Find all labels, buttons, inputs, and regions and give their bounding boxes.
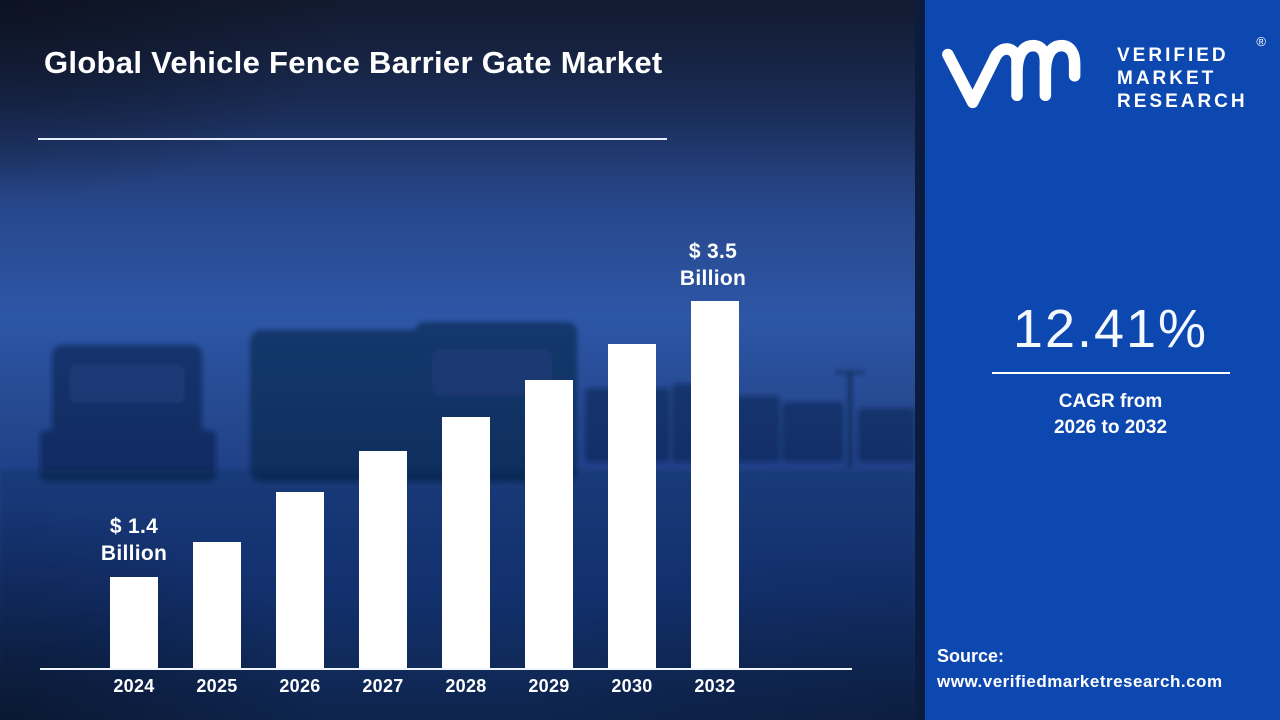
x-tick-2026: 2026 [279, 676, 321, 696]
brand-name-line3: RESEARCH [1117, 91, 1248, 112]
brand-name: VERIFIED MARKET RESEARCH [1117, 44, 1248, 113]
x-tick-2030: 2030 [611, 676, 653, 696]
x-axis-line [40, 668, 852, 670]
value-label-2024-unit: Billion [100, 542, 168, 565]
section-divider [915, 0, 925, 720]
bar-2030 [608, 344, 656, 668]
chart-section: Global Vehicle Fence Barrier Gate Market… [0, 0, 915, 720]
title-underline [38, 138, 667, 140]
x-tick-2029: 2029 [528, 676, 570, 696]
cagr-underline [991, 372, 1230, 374]
cagr-caption-line2: 2026 to 2032 [1053, 417, 1168, 438]
bar-2027 [359, 451, 407, 668]
registered-trademark-icon: ® [1256, 34, 1266, 49]
bar-2026 [276, 492, 324, 668]
brand-name-line2: MARKET [1117, 68, 1217, 89]
page-title: Global Vehicle Fence Barrier Gate Market [44, 45, 663, 80]
bar-2028 [442, 417, 490, 668]
source-url: www.verifiedmarketresearch.com [937, 672, 1223, 691]
cagr-block: 12.41% CAGR from 2026 to 2032 [925, 298, 1280, 441]
value-label-2032-amount: $ 3.5 [688, 240, 738, 263]
source-block: Source: www.verifiedmarketresearch.com [937, 646, 1223, 692]
value-label-2032: $ 3.5 Billion [648, 238, 778, 292]
x-tick-2025: 2025 [196, 676, 238, 696]
x-tick-2028: 2028 [445, 676, 487, 696]
cagr-caption-line1: CAGR from [1058, 391, 1163, 412]
info-panel: VERIFIED MARKET RESEARCH ® 12.41% CAGR f… [925, 0, 1280, 720]
x-tick-2027: 2027 [362, 676, 404, 696]
x-tick-2032: 2032 [694, 676, 736, 696]
brand-name-line1: VERIFIED [1117, 45, 1229, 66]
bar-2029 [525, 380, 573, 668]
bar-2032 [691, 301, 739, 668]
cagr-value: 12.41% [1012, 299, 1209, 359]
bar-2025 [193, 542, 241, 668]
source-label: Source: [937, 646, 1005, 666]
bar-2024 [110, 577, 158, 668]
value-label-2024-amount: $ 1.4 [109, 515, 159, 538]
bar-chart: $ 1.4 Billion $ 3.5 Billion 2024 2025 2026… [40, 238, 852, 696]
value-label-2024: $ 1.4 Billion [69, 513, 199, 567]
vmr-logo [942, 39, 1081, 109]
value-label-2032-unit: Billion [679, 267, 747, 290]
x-tick-2024: 2024 [113, 676, 155, 696]
